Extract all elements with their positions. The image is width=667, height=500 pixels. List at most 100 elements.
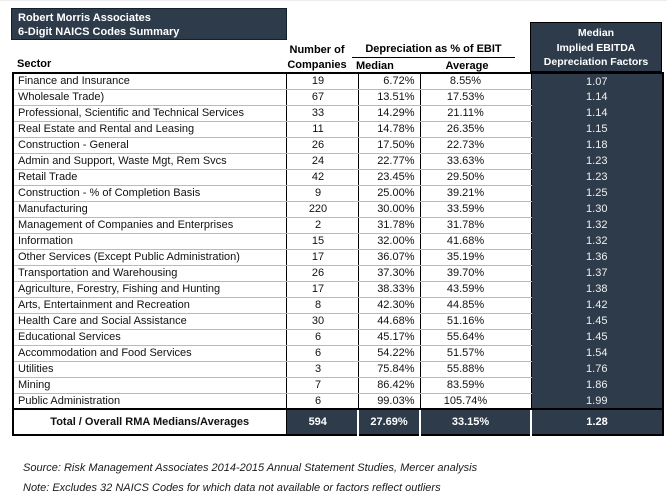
column-header-companies-line1: Number of xyxy=(289,44,345,56)
median-cell: 14.78% xyxy=(357,121,420,138)
average-cell: 33.63% xyxy=(419,153,531,170)
companies-cell: 11 xyxy=(285,121,358,138)
average-cell: 22.73% xyxy=(419,137,531,154)
table-row: Public Administration 6 99.03% 105.74% 1.99 xyxy=(13,393,663,410)
table-row: Utilities 3 75.84% 55.88% 1.76 xyxy=(13,361,663,378)
median-cell: 17.50% xyxy=(357,137,420,154)
companies-cell: 17 xyxy=(285,249,358,266)
companies-cell: 42 xyxy=(285,169,358,186)
factor-cell: 1.25 xyxy=(530,185,663,201)
average-cell: 44.85% xyxy=(419,297,531,314)
sector-cell: Arts, Entertainment and Recreation xyxy=(13,297,286,314)
average-cell: 31.78% xyxy=(419,217,531,234)
naics-summary-table: Finance and Insurance 19 6.72% 8.55% 1.07 Who… xyxy=(12,72,664,436)
companies-cell: 2 xyxy=(285,217,358,234)
table-row: Management of Companies and Enterprises 2… xyxy=(13,217,663,234)
sector-cell: Admin and Support, Waste Mgt, Rem Svcs xyxy=(13,153,286,170)
median-cell: 86.42% xyxy=(357,377,420,394)
column-header-sector: Sector xyxy=(17,58,52,70)
median-cell: 45.17% xyxy=(357,329,420,346)
factor-cell: 1.45 xyxy=(530,329,663,345)
column-header-factors-box: Median Implied EBITDA Depreciation Facto… xyxy=(530,22,662,72)
companies-cell: 9 xyxy=(285,185,358,202)
sector-cell: Educational Services xyxy=(13,329,286,346)
table-row: Arts, Entertainment and Recreation 8 42.30… xyxy=(13,297,663,314)
table-row: Other Services (Except Public Administra… xyxy=(13,249,663,266)
column-group-header-depreciation: Depreciation as % of EBIT xyxy=(352,43,515,58)
total-companies: 594 xyxy=(285,408,358,435)
table-row: Construction - General 26 17.50% 22.73% 1.18 xyxy=(13,137,663,154)
sector-cell: Agriculture, Forestry, Fishing and Hunti… xyxy=(13,281,286,298)
average-cell: 41.68% xyxy=(419,233,531,250)
companies-cell: 15 xyxy=(285,233,358,250)
table-row: Finance and Insurance 19 6.72% 8.55% 1.07 xyxy=(13,73,663,90)
median-cell: 14.29% xyxy=(357,105,420,122)
column-header-median: Median xyxy=(356,60,394,72)
average-cell: 35.19% xyxy=(419,249,531,266)
average-cell: 51.16% xyxy=(419,313,531,330)
median-cell: 44.68% xyxy=(357,313,420,330)
average-cell: 33.59% xyxy=(419,201,531,218)
table-body: Finance and Insurance 19 6.72% 8.55% 1.07 Who… xyxy=(13,73,663,410)
companies-cell: 3 xyxy=(285,361,358,378)
factor-cell: 1.86 xyxy=(530,377,663,393)
factor-cell: 1.54 xyxy=(530,345,663,361)
sector-cell: Manufacturing xyxy=(13,201,286,218)
companies-cell: 17 xyxy=(285,281,358,298)
sector-cell: Public Administration xyxy=(13,393,286,410)
table-row: Wholesale Trade) 67 13.51% 17.53% 1.14 xyxy=(13,89,663,106)
sector-cell: Retail Trade xyxy=(13,169,286,186)
report-title-line2: 6-Digit NAICS Codes Summary xyxy=(18,26,180,38)
factor-cell: 1.38 xyxy=(530,281,663,297)
table-row: Professional, Scientific and Technical S… xyxy=(13,105,663,122)
median-cell: 42.30% xyxy=(357,297,420,314)
factor-cell: 1.14 xyxy=(530,89,663,105)
exclusion-note: Note: Excludes 32 NAICS Codes for which … xyxy=(23,482,441,494)
sector-cell: Information xyxy=(13,233,286,250)
average-cell: 105.74% xyxy=(419,393,531,410)
median-cell: 54.22% xyxy=(357,345,420,362)
average-cell: 51.57% xyxy=(419,345,531,362)
average-cell: 29.50% xyxy=(419,169,531,186)
average-cell: 39.21% xyxy=(419,185,531,202)
table-row: Mining 7 86.42% 83.59% 1.86 xyxy=(13,377,663,394)
table-total-section: Total / Overall RMA Medians/Averages 594… xyxy=(13,408,663,435)
average-cell: 55.88% xyxy=(419,361,531,378)
companies-cell: 30 xyxy=(285,313,358,330)
factor-cell: 1.99 xyxy=(530,393,663,409)
factor-cell: 1.45 xyxy=(530,313,663,329)
average-cell: 21.11% xyxy=(419,105,531,122)
factor-cell: 1.30 xyxy=(530,201,663,217)
sector-cell: Construction - General xyxy=(13,137,286,154)
table-row: Agriculture, Forestry, Fishing and Hunti… xyxy=(13,281,663,298)
sector-cell: Mining xyxy=(13,377,286,394)
column-header-companies: Number of Companies xyxy=(285,43,357,72)
table-row: Accommodation and Food Services 6 54.22% 51… xyxy=(13,345,663,362)
factor-cell: 1.18 xyxy=(530,137,663,153)
average-cell: 43.59% xyxy=(419,281,531,298)
total-row: Total / Overall RMA Medians/Averages 594… xyxy=(13,408,663,435)
sector-cell: Transportation and Warehousing xyxy=(13,265,286,282)
median-cell: 38.33% xyxy=(357,281,420,298)
table-row: Construction - % of Completion Basis 9 25.… xyxy=(13,185,663,202)
table-row: Health Care and Social Assistance 30 44.68… xyxy=(13,313,663,330)
table-row: Real Estate and Rental and Leasing 11 14.7… xyxy=(13,121,663,138)
average-cell: 39.70% xyxy=(419,265,531,282)
companies-cell: 6 xyxy=(285,393,358,410)
report-title-box: Robert Morris Associates 6-Digit NAICS C… xyxy=(11,8,287,40)
median-cell: 6.72% xyxy=(357,73,420,90)
companies-cell: 220 xyxy=(285,201,358,218)
companies-cell: 7 xyxy=(285,377,358,394)
sector-cell: Construction - % of Completion Basis xyxy=(13,185,286,202)
table-row: Transportation and Warehousing 26 37.30% 39… xyxy=(13,265,663,282)
sector-cell: Management of Companies and Enterprises xyxy=(13,217,286,234)
total-label: Total / Overall RMA Medians/Averages xyxy=(13,408,286,435)
median-cell: 99.03% xyxy=(357,393,420,410)
average-cell: 26.35% xyxy=(419,121,531,138)
median-cell: 30.00% xyxy=(357,201,420,218)
factor-cell: 1.07 xyxy=(530,73,663,89)
factor-cell: 1.36 xyxy=(530,249,663,265)
sector-cell: Health Care and Social Assistance xyxy=(13,313,286,330)
median-cell: 13.51% xyxy=(357,89,420,106)
